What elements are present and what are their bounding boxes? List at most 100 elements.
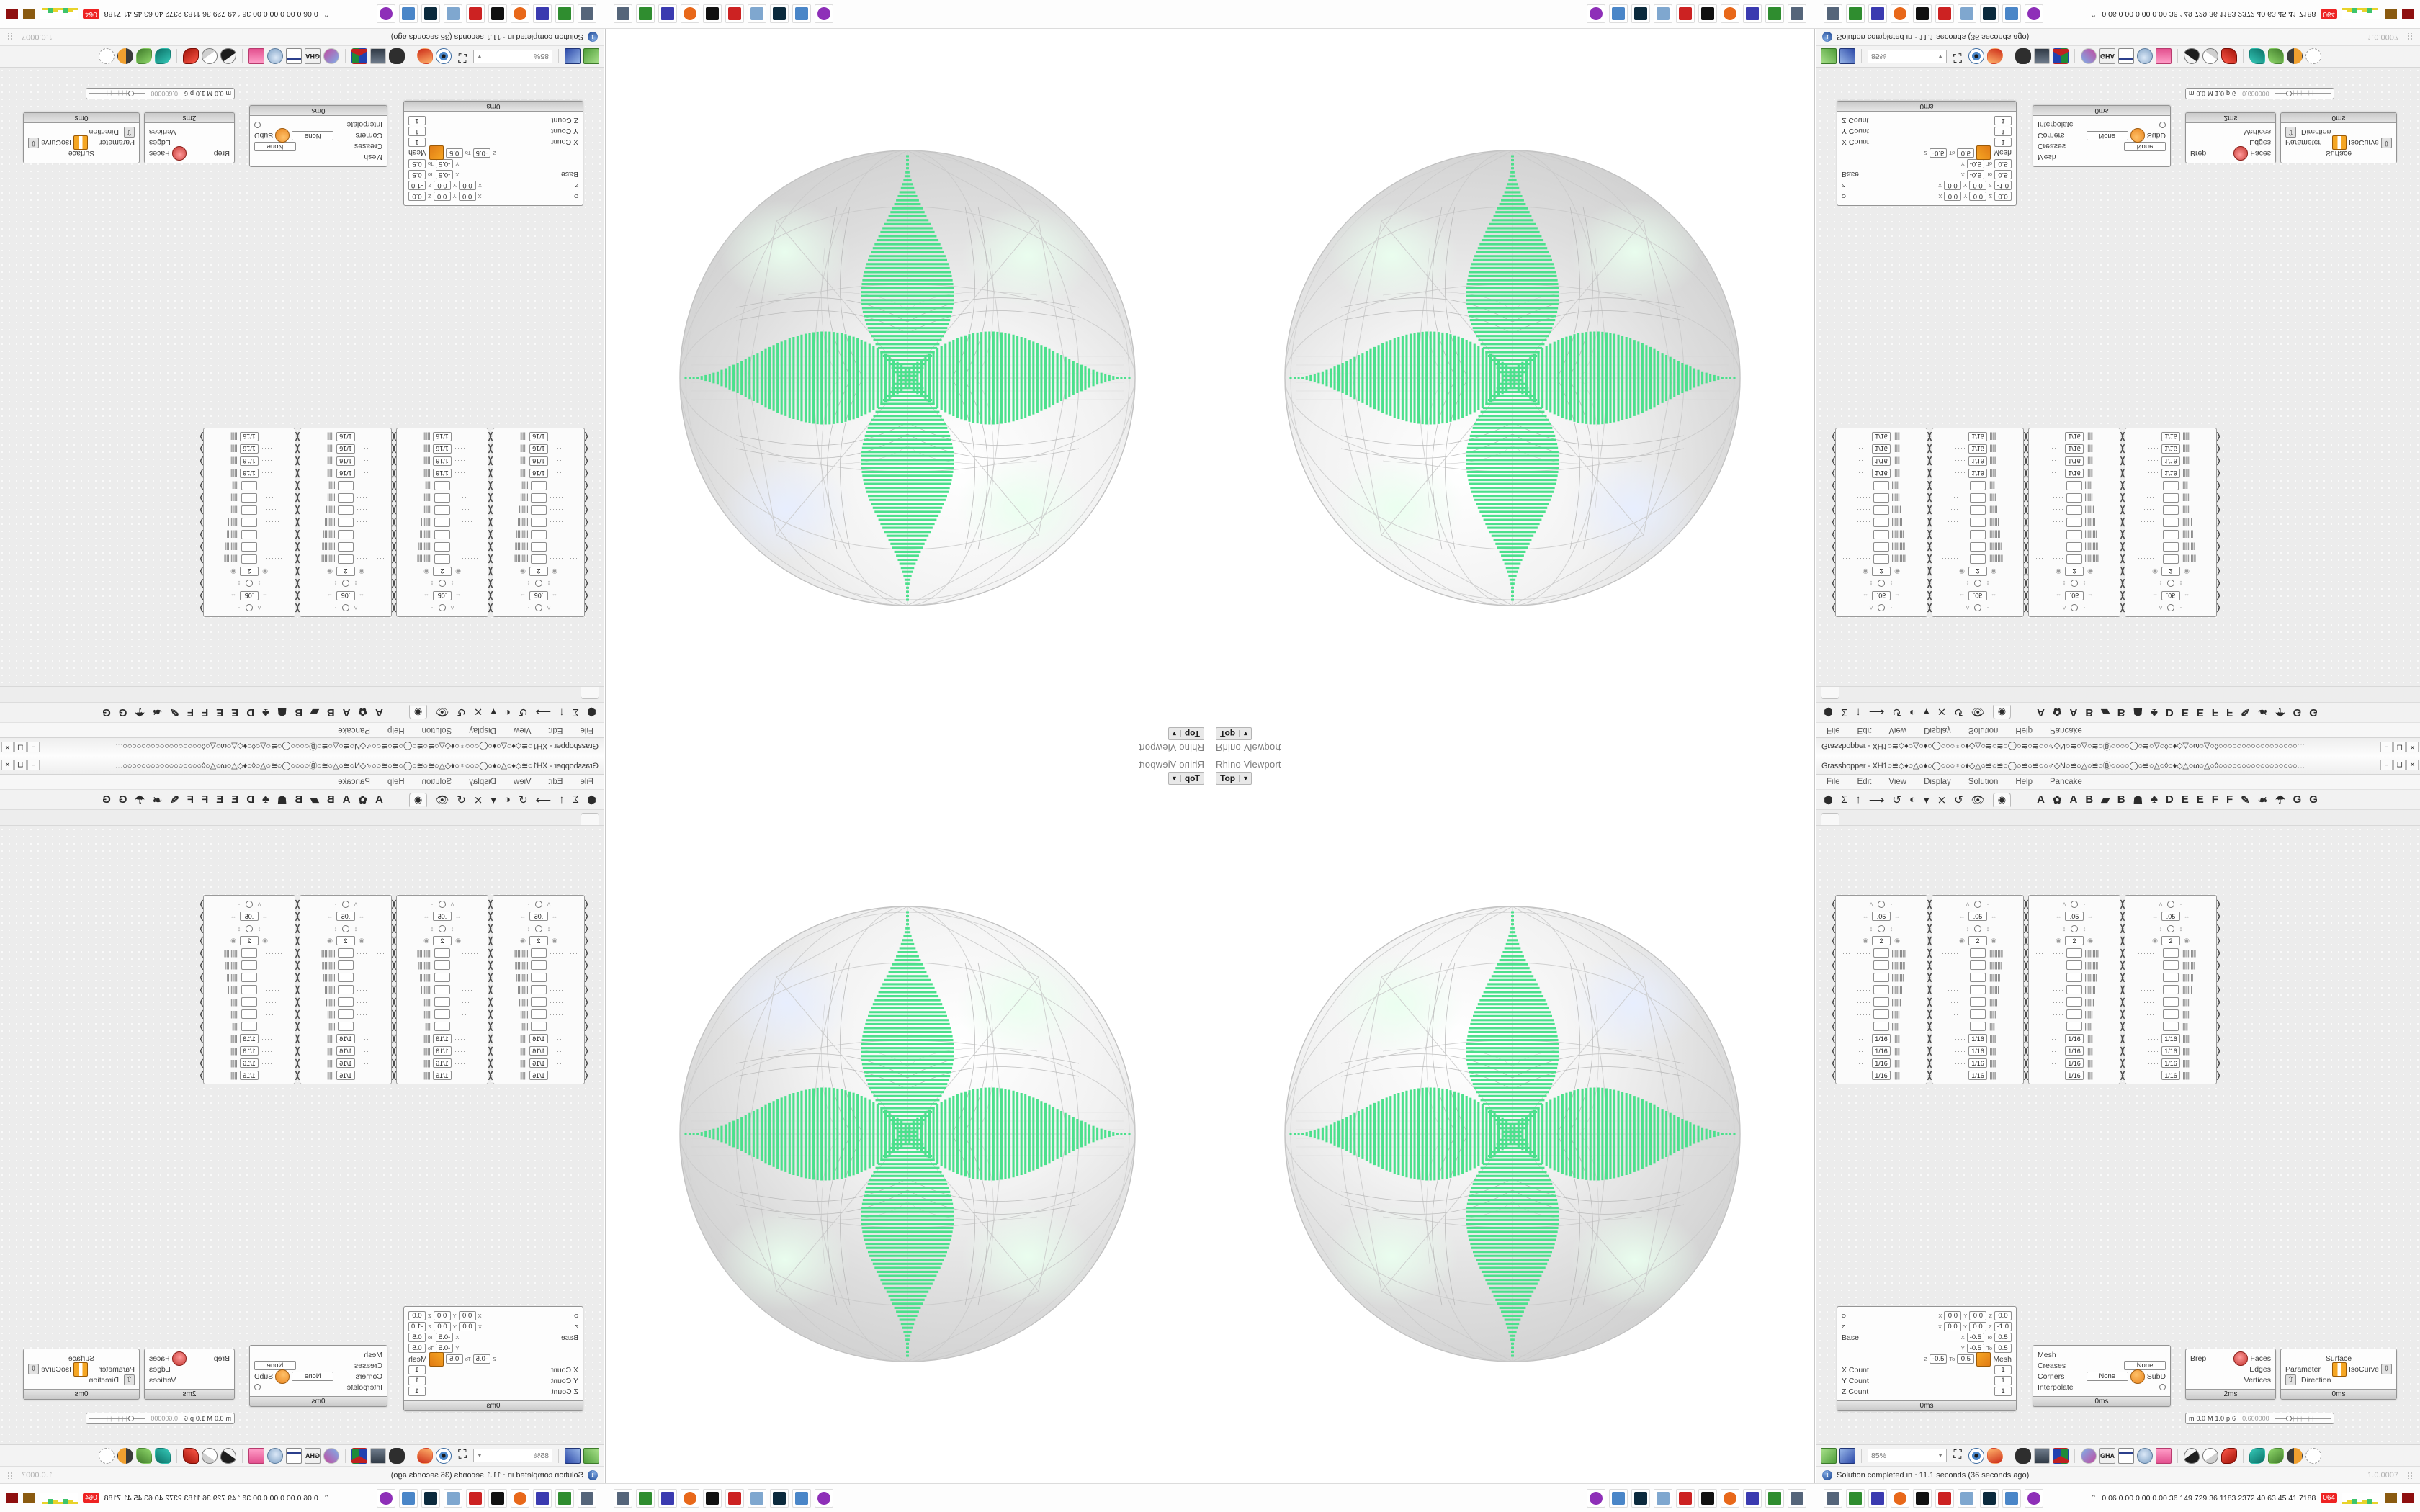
app-black2-icon[interactable] bbox=[1913, 4, 1932, 24]
param-box[interactable] bbox=[2163, 530, 2179, 539]
param-row[interactable]: ⇔ .05 ⇔ bbox=[205, 590, 293, 602]
menu-display[interactable]: Display bbox=[1924, 726, 1951, 734]
slider-knob[interactable] bbox=[128, 1416, 135, 1421]
axis-icon[interactable] bbox=[2053, 1447, 2069, 1464]
param-row[interactable]: ·········· ||||||||||| bbox=[302, 553, 390, 565]
grasshopper-toolbar[interactable]: 85% ▼ ⛶ GHA bbox=[1816, 46, 2420, 68]
param-value-field[interactable]: .05 bbox=[240, 912, 259, 921]
ribbon-letter-4[interactable]: ▰ bbox=[2101, 706, 2110, 719]
zcount-field[interactable]: 1 bbox=[1994, 116, 2012, 125]
zaxis-x-field[interactable]: 0.0 bbox=[458, 181, 476, 190]
param-cluster[interactable]: ❬ ❬ ❬ ❬ ❬ ❬ ❬ ❬ ❬ ❬ ❬ ❬ ❬ ❬ ❬ ❭ ❭ ❭ ❭ ❭ ❭ ❭ ❭ ❭ ❭ ❭ ❭ ❭ ❭ ❭ ˄ · ⇔ .05 ⇔ ↕ ↕ ◉… bbox=[198, 895, 300, 1084]
hexagon-icon[interactable]: ⬢ bbox=[1824, 706, 1834, 719]
slider-precision-field[interactable]: 6 bbox=[2232, 90, 2236, 97]
ribbon-letter-2[interactable]: A bbox=[342, 706, 351, 719]
preview-eye-icon[interactable] bbox=[1968, 48, 1984, 65]
param-row[interactable]: ····· |||||| bbox=[302, 1008, 390, 1020]
param-row[interactable]: ···· 1/16 ||||| bbox=[2127, 1057, 2215, 1069]
selection-icon[interactable] bbox=[99, 1447, 115, 1464]
param-box[interactable] bbox=[1970, 960, 1986, 970]
grasshopper-toolbar[interactable]: 85% ▼ ⛶ GHA bbox=[1816, 1444, 2420, 1466]
param-row[interactable]: ········ ||||||||| bbox=[302, 528, 390, 541]
floppy-green2-icon[interactable] bbox=[555, 1488, 574, 1508]
menu-help[interactable]: Help bbox=[2015, 778, 2033, 786]
param-value-field[interactable]: 1/16 bbox=[2065, 1058, 2084, 1068]
ribbon-letter-5[interactable]: B bbox=[295, 706, 303, 719]
menu-view[interactable]: View bbox=[1888, 778, 1907, 786]
param-value-field[interactable]: 1/16 bbox=[2065, 432, 2084, 441]
ribbon-letter-0[interactable]: A bbox=[375, 793, 383, 806]
ribbon-letter-11[interactable]: F bbox=[202, 793, 209, 806]
app-red-icon[interactable] bbox=[1676, 4, 1695, 24]
param-value-field[interactable]: 2 bbox=[1968, 936, 1987, 945]
xcount-field[interactable]: 1 bbox=[1994, 1365, 2012, 1374]
param-row[interactable]: ···· 1/16 ||||| bbox=[2030, 1069, 2118, 1081]
expand-tray-icon[interactable]: ⌃ bbox=[2090, 9, 2097, 18]
param-row[interactable]: ⇔ .05 ⇔ bbox=[1837, 910, 1925, 922]
param-value-field[interactable]: 1/16 bbox=[529, 456, 548, 466]
param-box[interactable] bbox=[531, 997, 547, 1007]
param-knob[interactable] bbox=[342, 900, 349, 908]
param-box[interactable] bbox=[1970, 948, 1986, 958]
preview-green-icon[interactable] bbox=[2268, 1447, 2284, 1464]
param-knob[interactable] bbox=[439, 604, 446, 612]
param-box[interactable] bbox=[434, 1022, 450, 1031]
param-row[interactable]: ◉ 2 ◉ bbox=[1837, 935, 1925, 947]
param-value-field[interactable]: 1/16 bbox=[2161, 1034, 2180, 1043]
param-row[interactable]: ···· 1/16 ||||| bbox=[205, 431, 293, 443]
grasshopper-toolbar[interactable]: 85% ▼ ⛶ GHA bbox=[0, 1444, 604, 1466]
surface-icon[interactable]: ◐ bbox=[1909, 793, 1917, 806]
slider-knob[interactable] bbox=[2285, 1416, 2292, 1421]
param-box[interactable] bbox=[2163, 948, 2179, 958]
shade-red-icon[interactable] bbox=[2221, 1447, 2237, 1464]
param-box[interactable] bbox=[338, 948, 354, 958]
param-row[interactable]: ········· |||||||||| bbox=[1837, 959, 1925, 971]
param-box[interactable] bbox=[241, 530, 257, 539]
param-value-field[interactable]: .05 bbox=[2065, 912, 2084, 921]
component-mesh-box[interactable]: O X 0.0 Y 0.0 Z 0.0 Z X 0.0 Y 0.0 bbox=[403, 101, 583, 206]
ribbon-letter-7[interactable]: ♣ bbox=[2151, 793, 2158, 806]
param-row[interactable]: ↕ ↕ bbox=[2030, 577, 2118, 590]
shade-light-icon[interactable] bbox=[2202, 48, 2218, 65]
params-icon[interactable]: ◉ bbox=[1992, 792, 2012, 807]
app-red-icon[interactable] bbox=[1676, 1488, 1695, 1508]
ribbon-letter-12[interactable]: F bbox=[187, 706, 194, 719]
param-row[interactable]: ⇔ .05 ⇔ bbox=[302, 590, 390, 602]
param-box[interactable] bbox=[1873, 542, 1889, 552]
param-row[interactable]: ········ ||||||||| bbox=[2127, 528, 2215, 541]
param-row[interactable]: ········ ||||||||| bbox=[205, 528, 293, 541]
param-cluster[interactable]: ❬ ❬ ❬ ❬ ❬ ❬ ❬ ❬ ❬ ❬ ❬ ❬ ❬ ❬ ❬ ❭ ❭ ❭ ❭ ❭ ❭ ❭ ❭ ❭ ❭ ❭ ❭ ❭ ❭ ❭ ˄ · ⇔ .05 ⇔ ↕ ↕ ◉… bbox=[1927, 895, 2029, 1084]
param-box[interactable] bbox=[531, 505, 547, 515]
slider-track[interactable]: |||||| bbox=[2274, 1415, 2331, 1422]
shade-light-icon[interactable] bbox=[202, 48, 218, 65]
param-box[interactable] bbox=[1970, 493, 1986, 503]
param-value-field[interactable]: 1/16 bbox=[1968, 456, 1987, 466]
ribbon-letter-16[interactable]: G bbox=[2293, 706, 2302, 719]
ribbon-letter-16[interactable]: G bbox=[118, 706, 127, 719]
ribbon-letter-6[interactable]: ☗ bbox=[2133, 793, 2143, 806]
curve-icon[interactable]: ↺ bbox=[1892, 706, 1901, 719]
domain-z-from[interactable]: -0.5 bbox=[472, 148, 490, 158]
system-stats[interactable]: ⌃ 0.06 0.00 0.00 0.00 36 149 729 36 1183… bbox=[2090, 1492, 2414, 1504]
param-value-field[interactable]: 1/16 bbox=[336, 444, 355, 454]
zaxis-z-field[interactable]: -1.0 bbox=[1994, 1322, 2012, 1331]
photoshop-icon[interactable] bbox=[770, 1488, 789, 1508]
param-value-field[interactable]: 2 bbox=[336, 567, 355, 576]
param-row[interactable]: ···· 1/16 ||||| bbox=[1837, 443, 1925, 455]
app-red2-icon[interactable] bbox=[1935, 4, 1954, 24]
param-box[interactable] bbox=[434, 505, 450, 515]
preview-teal-icon[interactable] bbox=[155, 1447, 171, 1464]
param-row[interactable]: ↕ ↕ bbox=[2127, 577, 2215, 590]
floppy-blue-icon[interactable] bbox=[658, 4, 677, 24]
param-box[interactable] bbox=[2066, 518, 2082, 527]
origin-x-field[interactable]: 0.0 bbox=[458, 1311, 476, 1320]
ribbon-letter-9[interactable]: E bbox=[2181, 793, 2189, 806]
surface-icon[interactable]: ◐ bbox=[503, 706, 511, 719]
help-box-icon[interactable] bbox=[2156, 48, 2172, 65]
domain-z-from[interactable]: -0.5 bbox=[472, 1354, 490, 1364]
ribbon-letter-7[interactable]: ♣ bbox=[262, 793, 269, 806]
app-blue-icon[interactable] bbox=[792, 4, 811, 24]
slider-track[interactable]: |||||| bbox=[2274, 90, 2331, 97]
resize-grip[interactable] bbox=[6, 1471, 13, 1479]
param-value-field[interactable]: 2 bbox=[433, 567, 452, 576]
